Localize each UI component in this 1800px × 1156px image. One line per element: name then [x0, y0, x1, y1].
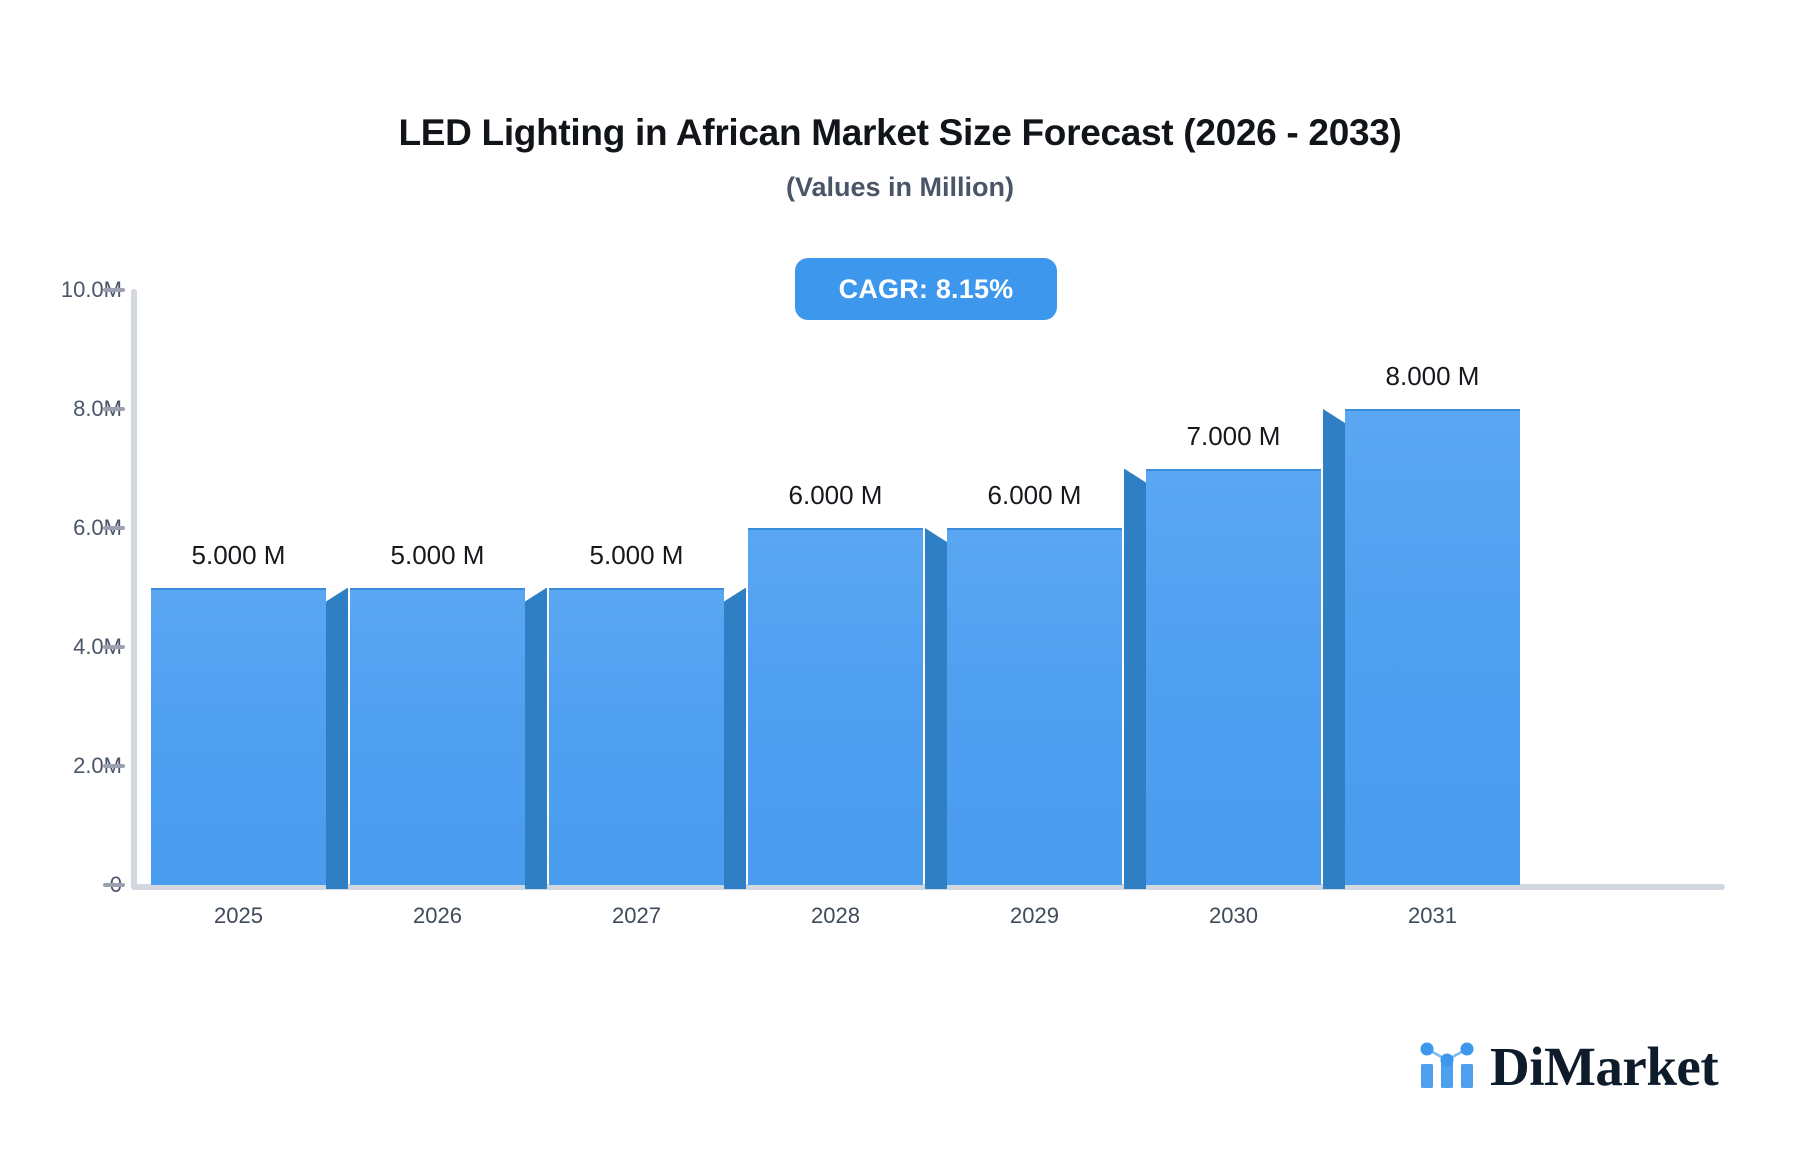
bar-front-face: [1146, 468, 1321, 885]
bar-value-label: 5.000 M: [390, 539, 485, 570]
bar[interactable]: [1323, 409, 1520, 889]
x-axis-tick-label: 2031: [1408, 903, 1457, 928]
x-axis-tick-label: 2030: [1209, 903, 1258, 928]
y-axis-tick-mark: [103, 764, 125, 768]
cagr-badge-label: CAGR: 8.15%: [838, 273, 1014, 304]
bar-front-face: [1345, 409, 1520, 885]
y-axis-tick-mark: [103, 407, 125, 411]
x-axis-tick-label: 2028: [811, 903, 860, 928]
bar-value-label: 5.000 M: [589, 539, 684, 570]
y-axis-tick-mark: [103, 288, 125, 292]
x-axis-tick-label: 2025: [214, 903, 263, 928]
bar-value-label: 5.000 M: [191, 539, 286, 570]
dimarket-logo: DiMarket: [1418, 1036, 1719, 1097]
bar-value-label: 8.000 M: [1385, 361, 1480, 391]
bar[interactable]: [748, 528, 923, 885]
bar-value-label: 6.000 M: [788, 480, 883, 510]
bar-side-face: [525, 587, 547, 889]
bar[interactable]: [1124, 468, 1321, 889]
chart-title: LED Lighting in African Market Size Fore…: [398, 112, 1402, 153]
x-axis-tick-label: 2026: [413, 903, 462, 928]
bar-front-face: [549, 587, 724, 885]
y-axis-tick-mark: [103, 883, 125, 887]
logo-wordmark: DiMarket: [1490, 1036, 1719, 1097]
x-axis-tick-label: 2027: [612, 903, 661, 928]
bar-side-face: [1124, 468, 1146, 889]
bar[interactable]: [350, 587, 547, 889]
bar-front-face: [748, 528, 923, 885]
cagr-badge: CAGR: 8.15%: [795, 258, 1057, 320]
bar[interactable]: [549, 587, 746, 889]
bar-front-face: [947, 528, 1122, 885]
bar-side-face: [1323, 409, 1345, 889]
bar-value-label: 7.000 M: [1186, 420, 1281, 451]
bar-side-face: [724, 587, 746, 889]
bar-side-face: [326, 587, 348, 889]
bar-chart-trend-icon: [1418, 1038, 1476, 1095]
bar-value-label: 6.000 M: [987, 480, 1082, 510]
bar[interactable]: [151, 587, 348, 889]
y-axis-line: [131, 289, 137, 889]
bar-front-face: [350, 587, 525, 885]
bar[interactable]: [925, 528, 1122, 889]
y-axis-tick-mark: [103, 645, 125, 649]
chart-subtitle: (Values in Million): [785, 172, 1015, 202]
bar-front-face: [151, 587, 326, 885]
bar-side-face: [925, 528, 947, 889]
x-axis-tick-label: 2029: [1010, 903, 1059, 928]
y-axis-tick-mark: [103, 526, 125, 530]
